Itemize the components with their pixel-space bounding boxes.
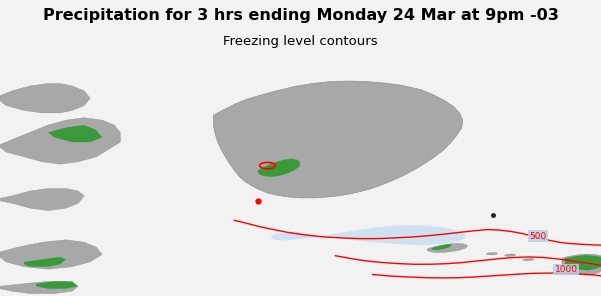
Text: 500: 500: [529, 232, 546, 241]
Polygon shape: [565, 255, 601, 270]
Polygon shape: [213, 81, 463, 198]
Polygon shape: [0, 240, 102, 269]
Polygon shape: [270, 225, 466, 245]
Polygon shape: [432, 244, 452, 250]
Polygon shape: [0, 118, 120, 164]
Polygon shape: [0, 189, 84, 210]
Polygon shape: [562, 254, 601, 275]
Polygon shape: [36, 281, 78, 289]
Text: Freezing level contours: Freezing level contours: [223, 35, 378, 48]
Polygon shape: [505, 254, 516, 256]
Polygon shape: [24, 257, 66, 267]
Polygon shape: [257, 159, 300, 177]
Polygon shape: [487, 252, 498, 255]
Polygon shape: [0, 83, 90, 113]
Polygon shape: [0, 281, 78, 294]
Polygon shape: [427, 243, 468, 252]
Polygon shape: [523, 258, 534, 261]
Text: Precipitation for 3 hrs ending Monday 24 Mar at 9pm -03: Precipitation for 3 hrs ending Monday 24…: [43, 8, 558, 23]
Polygon shape: [48, 125, 102, 142]
Text: 1000: 1000: [555, 265, 578, 274]
